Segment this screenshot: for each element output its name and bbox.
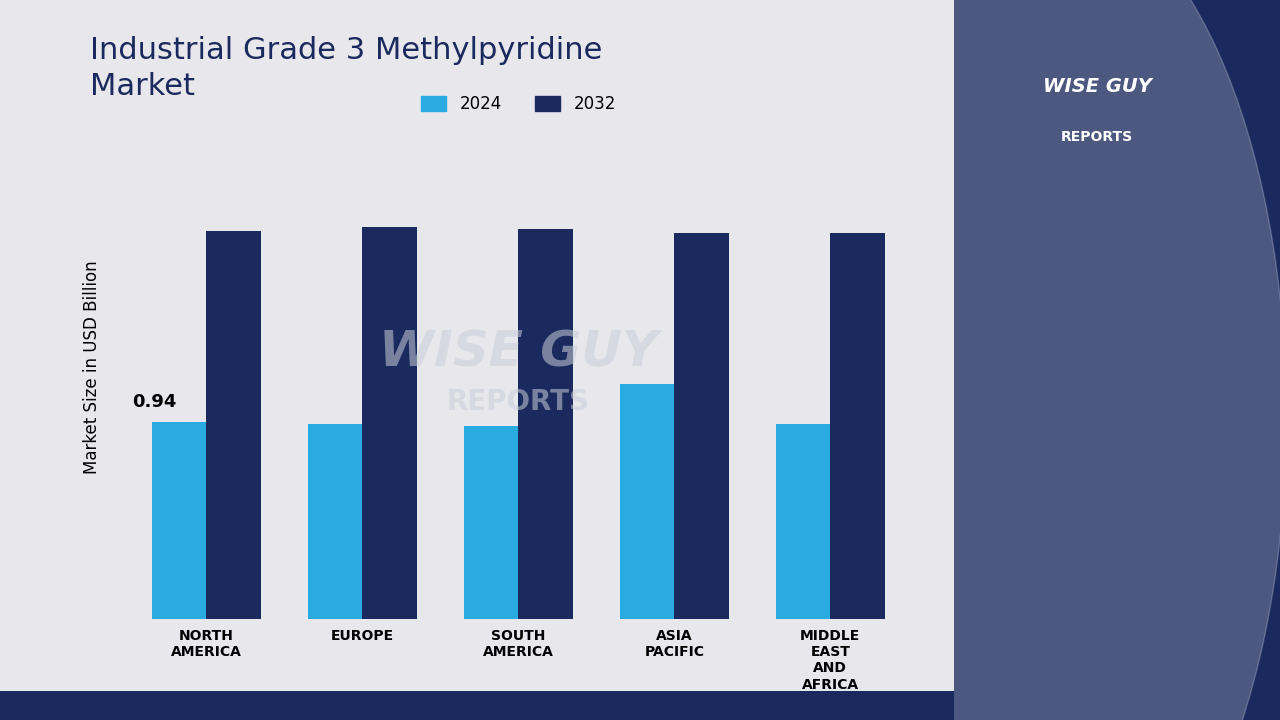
Bar xyxy=(206,230,261,619)
Bar xyxy=(152,422,206,619)
Bar xyxy=(776,424,831,619)
Text: REPORTS: REPORTS xyxy=(1061,130,1133,144)
Text: REPORTS: REPORTS xyxy=(447,389,590,416)
Text: 0.94: 0.94 xyxy=(132,393,177,411)
Bar xyxy=(463,426,518,619)
Text: WISE GUY: WISE GUY xyxy=(1043,77,1152,96)
Text: Industrial Grade 3 Methylpyridine
Market: Industrial Grade 3 Methylpyridine Market xyxy=(90,36,602,101)
Legend: 2024, 2032: 2024, 2032 xyxy=(415,89,622,120)
Y-axis label: Market Size in USD Billion: Market Size in USD Billion xyxy=(83,261,101,474)
Bar xyxy=(362,227,417,619)
Bar xyxy=(675,233,730,619)
Bar xyxy=(307,424,362,619)
Bar xyxy=(518,229,573,619)
Bar xyxy=(831,233,884,619)
Circle shape xyxy=(817,0,1280,720)
Bar xyxy=(620,384,675,619)
Text: WISE GUY: WISE GUY xyxy=(379,328,658,376)
